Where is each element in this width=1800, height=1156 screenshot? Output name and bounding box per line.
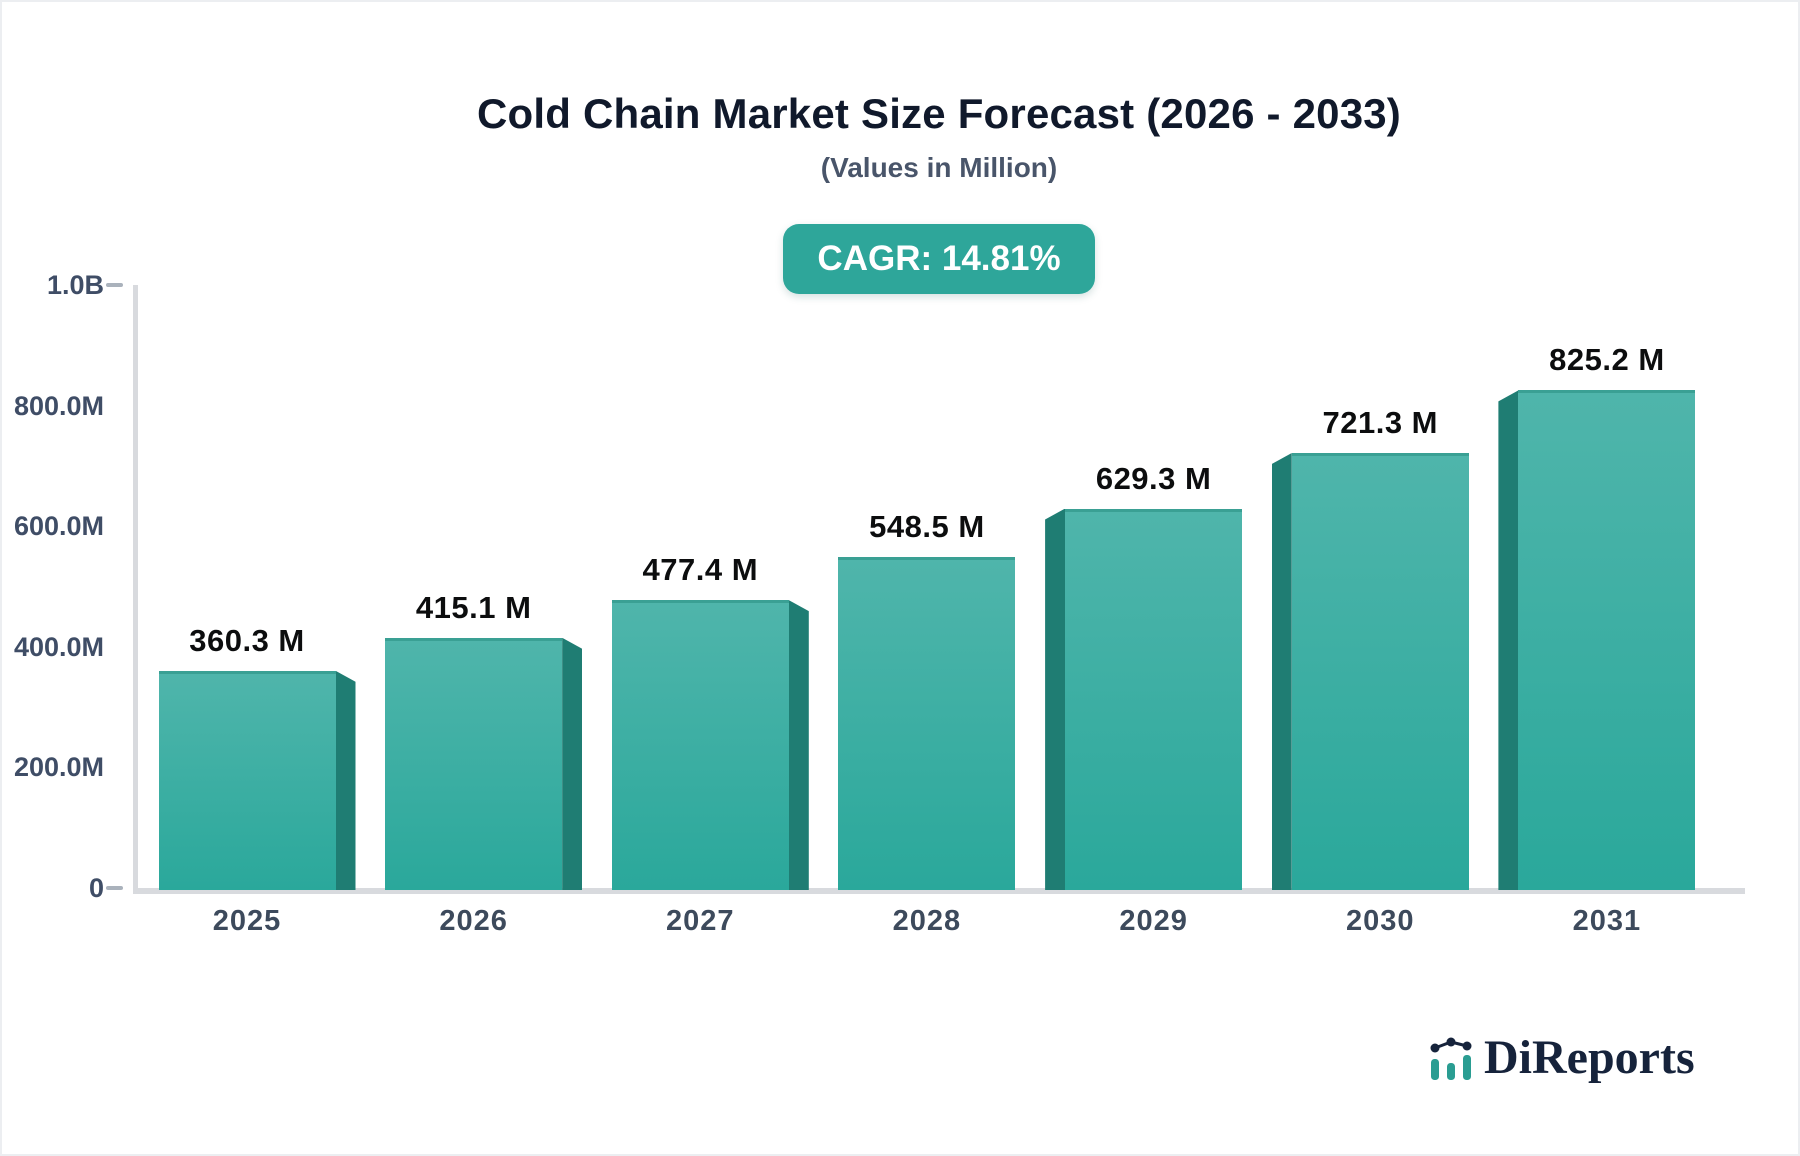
bar-2028 [838,557,1016,890]
logo-text: DiReports [1484,1031,1695,1084]
bar-2030 [1291,453,1469,890]
cagr-badge: CAGR: 14.81% [783,224,1095,294]
x-axis-label-2030: 2030 [1345,905,1415,937]
bar-value-label-2027: 477.4 M [642,552,759,588]
chart-header: Cold Chain Market Size Forecast (2026 - … [133,90,1745,294]
bar-side-face-2031 [1498,390,1519,890]
y-axis-label: 200.0M [13,752,104,783]
bar-value-label-2026: 415.1 M [415,589,532,625]
x-axis-label-2027: 2027 [666,905,735,937]
chart-subtitle: (Values in Million) [820,152,1058,183]
bar-2026 [385,637,563,890]
bar-side-face-2030 [1271,453,1292,890]
bar-side-face-2029 [1045,508,1066,890]
bar-2027 [611,600,789,890]
bar-side-face-2026 [562,637,583,890]
bar-value-label-2029: 629.3 M [1095,460,1212,496]
x-axis-label-2025: 2025 [212,905,282,937]
y-axis-label: 1.0B [46,270,104,300]
bar-2029 [1065,508,1243,890]
bar-value-label-2028: 548.5 M [869,509,985,545]
x-axis-line [133,888,1745,894]
bar-2025 [158,670,336,890]
chart-title: Cold Chain Market Size Forecast (2026 - … [477,90,1401,137]
bar-side-face-2027 [788,600,809,890]
y-axis-line [133,285,138,894]
x-axis-label-2031: 2031 [1572,905,1642,937]
x-axis-label-2028: 2028 [892,905,962,937]
y-axis-tick [106,283,123,287]
x-axis-label-2026: 2026 [439,905,508,937]
x-axis-label-2029: 2029 [1119,905,1188,937]
y-axis-tick [106,886,123,890]
y-axis-label: 400.0M [13,631,104,662]
direports-logo: DiReports [1426,1032,1695,1084]
bar-value-label-2031: 825.2 M [1549,342,1665,378]
bar-value-label-2030: 721.3 M [1322,405,1438,441]
bar-value-label-2025: 360.3 M [189,622,305,658]
y-axis-label: 600.0M [13,511,104,542]
bar-chart-trend-icon [1430,1037,1472,1080]
y-axis-label: 800.0M [13,390,104,421]
y-axis-label: 0 [88,873,104,903]
bar-side-face-2025 [335,670,356,890]
bar-2031 [1518,390,1696,890]
